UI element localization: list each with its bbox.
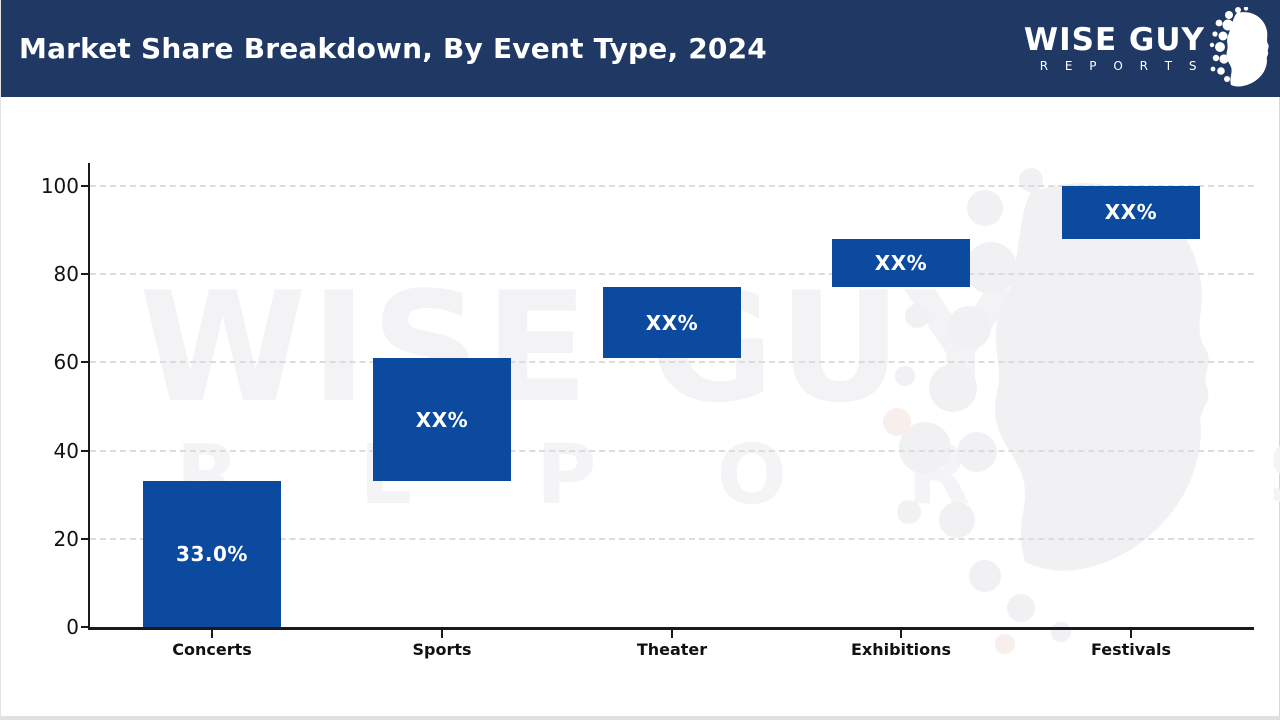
chart-title: Market Share Breakdown, By Event Type, 2…: [19, 32, 767, 65]
bar-value-label: XX%: [415, 407, 469, 432]
category-label-sports: Sports: [412, 640, 472, 659]
footer-divider: [1, 716, 1280, 720]
y-axis-line: [88, 163, 90, 630]
gridline-20: [90, 537, 1254, 540]
logo-text: WISE GUY R E P O R T S: [1023, 22, 1205, 73]
bar-value-label: XX%: [874, 251, 928, 276]
x-tick-mark: [211, 630, 213, 638]
bar-exhibitions: XX%: [832, 238, 970, 288]
gridline-80: [90, 273, 1254, 276]
y-tick-mark: [81, 537, 88, 540]
logo-subtitle: R E P O R T S: [1039, 59, 1203, 73]
y-tick-mark: [81, 449, 88, 452]
bar-concerts: 33.0%: [143, 481, 281, 627]
gridline-40: [90, 449, 1254, 452]
x-axis-line: [88, 627, 1254, 630]
y-tick-label: 20: [53, 526, 79, 551]
x-tick-mark: [441, 630, 443, 638]
plot-area: 0 20 40 60 80 100 33.0% Concerts XX% Sports XX% The…: [1, 97, 1280, 716]
y-tick-mark: [81, 273, 88, 276]
gridline-100: [90, 185, 1254, 187]
x-tick-mark: [1130, 630, 1132, 638]
bar-festivals: XX%: [1062, 186, 1200, 239]
wise-guy-logo: WISE GUY R E P O R T S: [1024, 0, 1273, 97]
x-tick-mark: [900, 630, 902, 638]
y-tick-mark: [81, 185, 88, 187]
x-tick-mark: [671, 630, 673, 638]
bar-value-label: 33.0%: [176, 542, 248, 567]
y-tick-label: 80: [53, 262, 79, 287]
gridline-60: [90, 361, 1254, 364]
watermark-wordmark: WISE GUY: [139, 259, 1020, 436]
y-tick-mark: [81, 626, 88, 628]
header-bar: Market Share Breakdown, By Event Type, 2…: [1, 0, 1280, 97]
category-label-theater: Theater: [636, 640, 708, 659]
y-tick-label: 0: [66, 615, 79, 639]
y-tick-label: 100: [40, 174, 79, 198]
y-tick-label: 40: [53, 438, 79, 463]
category-label-exhibitions: Exhibitions: [850, 640, 952, 659]
category-label-concerts: Concerts: [172, 640, 252, 659]
bar-theater: XX%: [603, 287, 741, 358]
y-tick-mark: [81, 361, 88, 364]
bar-value-label: XX%: [1104, 200, 1158, 225]
logo-face-icon: [1209, 6, 1269, 86]
category-label-festivals: Festivals: [1090, 640, 1172, 659]
bar-value-label: XX%: [645, 310, 699, 335]
logo-wordmark: WISE GUY: [1023, 22, 1205, 58]
y-tick-label: 60: [53, 350, 79, 375]
bar-sports: XX%: [373, 357, 511, 482]
